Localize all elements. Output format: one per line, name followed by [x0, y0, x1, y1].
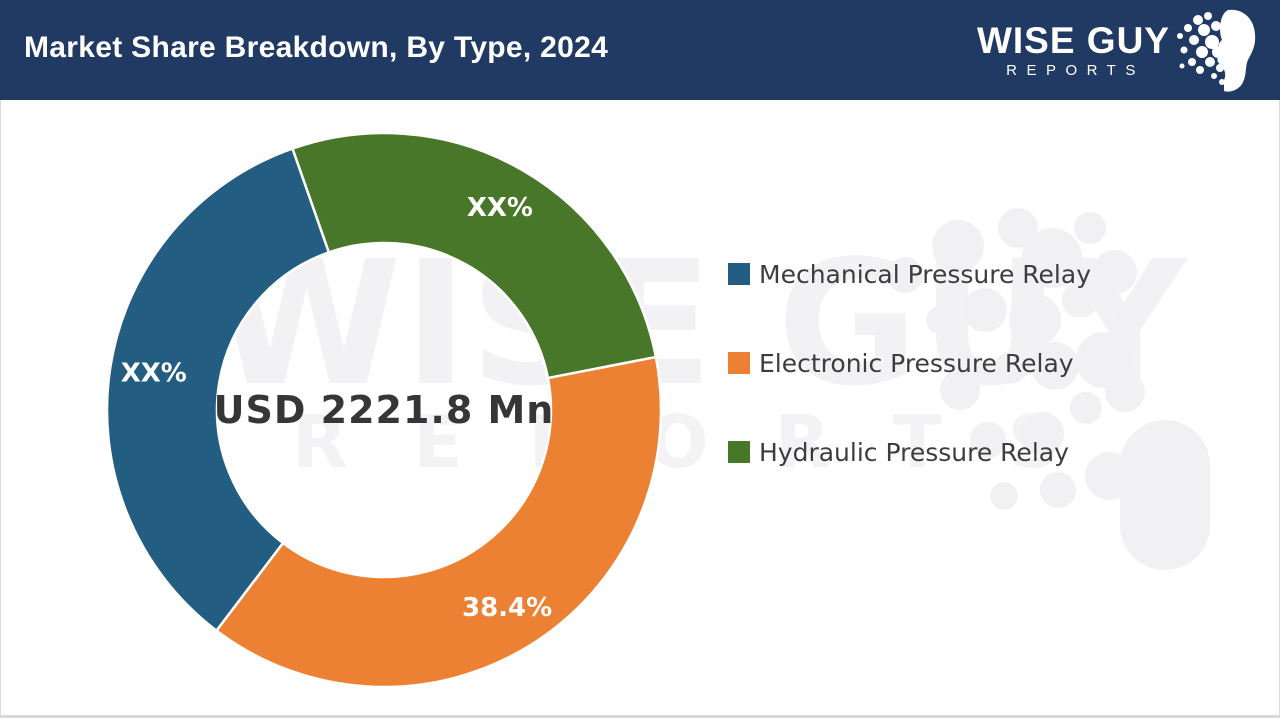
brand-logo: WISE GUY REPORTS	[977, 6, 1258, 94]
header-bar: Market Share Breakdown, By Type, 2024 WI…	[0, 0, 1280, 100]
legend-swatch-hydraulic	[728, 441, 750, 463]
legend-swatch-electronic	[728, 352, 750, 374]
logo-wordmark-text: WISE GUY	[976, 20, 1170, 61]
legend-item-electronic: Electronic Pressure Relay	[728, 348, 1091, 378]
slice-percent-label: XX%	[121, 359, 187, 389]
legend-item-label: Electronic Pressure Relay	[759, 348, 1074, 378]
donut-slice-1	[215, 355, 663, 689]
logo-wordmark: WISE GUY REPORTS	[977, 22, 1170, 78]
logo-reports-label: REPORTS	[1006, 62, 1145, 79]
legend-item-mechanical: Mechanical Pressure Relay	[728, 259, 1091, 289]
slice-percent-label: XX%	[467, 193, 533, 223]
chart-center-label: USD 2221.8 Mn	[213, 388, 555, 432]
legend-swatch-mechanical	[728, 263, 750, 285]
logo-face-icon	[1177, 9, 1256, 92]
bottom-rule	[0, 716, 1280, 718]
legend-item-hydraulic: Hydraulic Pressure Relay	[728, 437, 1091, 467]
donut-slice-2	[105, 147, 331, 632]
donut-slice-0	[291, 131, 658, 380]
legend-item-label: Hydraulic Pressure Relay	[759, 437, 1069, 467]
page-title: Market Share Breakdown, By Type, 2024	[24, 31, 609, 64]
chart-legend: Mechanical Pressure Relay Electronic Pre…	[728, 259, 1091, 529]
legend-item-label: Mechanical Pressure Relay	[759, 259, 1091, 289]
watermark: WISE GUY REPORTS	[0, 100, 1280, 717]
slice-percent-label: 38.4%	[462, 593, 552, 623]
watermark-reports-label: REPORTS	[292, 400, 1126, 484]
